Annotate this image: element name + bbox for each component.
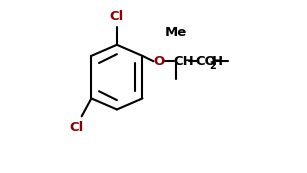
Text: 2: 2 bbox=[209, 61, 216, 71]
Text: Me: Me bbox=[165, 26, 187, 39]
Text: H: H bbox=[212, 55, 223, 68]
Text: Cl: Cl bbox=[110, 10, 124, 23]
Text: CH: CH bbox=[174, 55, 195, 68]
Text: Cl: Cl bbox=[69, 121, 83, 134]
Text: CO: CO bbox=[196, 55, 217, 68]
Text: O: O bbox=[154, 55, 165, 68]
